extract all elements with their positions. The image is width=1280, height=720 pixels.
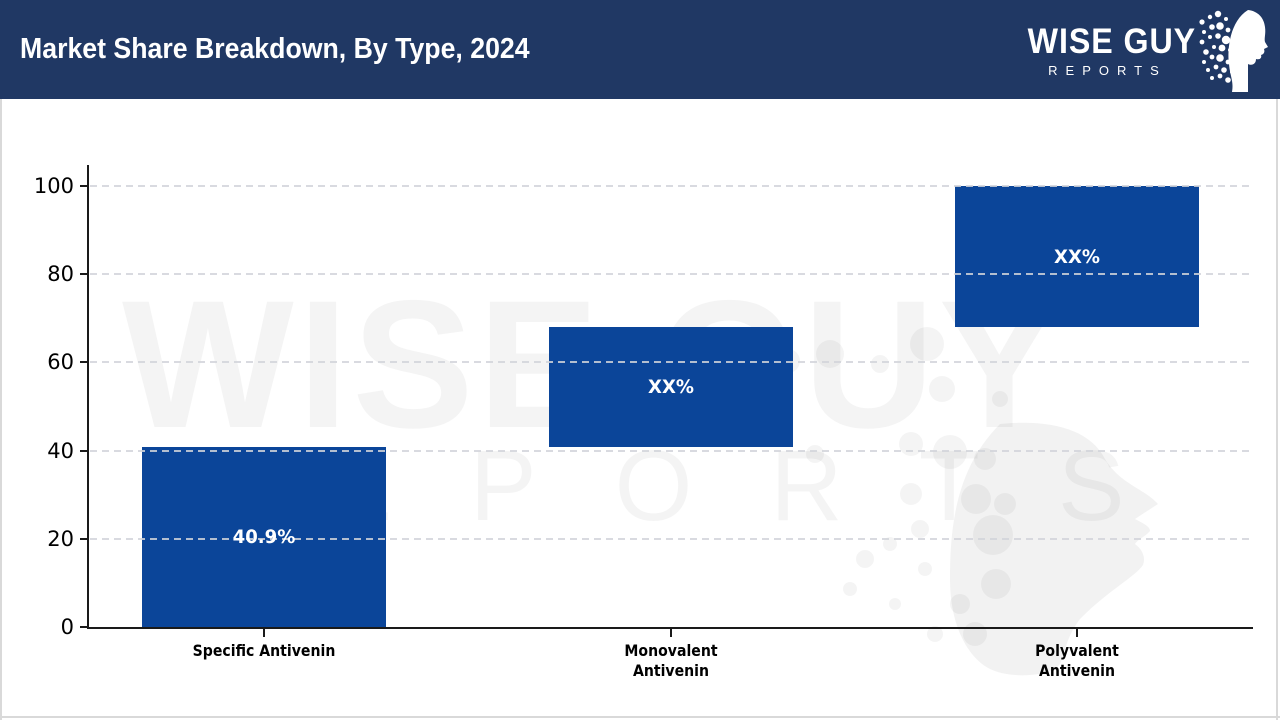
y-axis-tick <box>80 185 88 187</box>
bar-segment <box>549 327 793 447</box>
gridline <box>90 537 1253 540</box>
y-axis-tick <box>80 361 88 364</box>
page-border-right <box>1276 99 1278 720</box>
x-category-label: Monovalent Antivenin <box>624 641 718 680</box>
y-axis-tick-label: 20 <box>47 526 74 551</box>
x-axis-tick <box>263 629 265 637</box>
gridline <box>90 361 1253 364</box>
y-axis-tick-label: 40 <box>47 438 74 463</box>
gridline <box>90 185 1253 187</box>
bar-value-label: XX% <box>648 375 694 398</box>
y-axis-tick-label: 60 <box>47 350 74 375</box>
y-axis-tick-label: 0 <box>60 615 74 639</box>
y-axis-line <box>87 165 89 629</box>
x-axis-tick <box>1076 629 1078 637</box>
y-axis-tick <box>80 626 88 628</box>
gridline <box>90 273 1253 276</box>
bar-segment <box>955 186 1199 328</box>
logo-subtitle: REPORTS <box>1048 63 1167 78</box>
x-axis-tick <box>670 629 672 637</box>
y-axis-tick <box>80 537 88 540</box>
x-axis-line <box>88 627 1253 629</box>
x-category-label: Specific Antivenin <box>192 641 336 660</box>
page-border-bottom <box>0 716 1280 718</box>
y-axis-tick <box>80 449 88 452</box>
y-axis-tick-label: 80 <box>47 262 74 287</box>
bar-value-label: 40.9% <box>232 525 296 548</box>
bar-segment <box>142 446 386 627</box>
logo-face-dots-icon <box>1199 10 1268 92</box>
logo-wordmark: WISE GUY <box>1027 22 1196 61</box>
page-border-left <box>0 99 2 720</box>
header-bar: Market Share Breakdown, By Type, 2024 WI… <box>0 0 1280 99</box>
bar-value-label: XX% <box>1054 245 1100 268</box>
y-axis-tick-label: 100 <box>33 174 74 198</box>
wise-guy-reports-logo: WISE GUY REPORTS <box>1013 8 1268 92</box>
gridline <box>90 449 1253 452</box>
chart-title: Market Share Breakdown, By Type, 2024 <box>20 33 530 65</box>
logo-text: WISE GUY REPORTS <box>1013 22 1196 78</box>
y-axis-tick <box>80 273 88 276</box>
x-category-label: Polyvalent Antivenin <box>1035 641 1119 680</box>
